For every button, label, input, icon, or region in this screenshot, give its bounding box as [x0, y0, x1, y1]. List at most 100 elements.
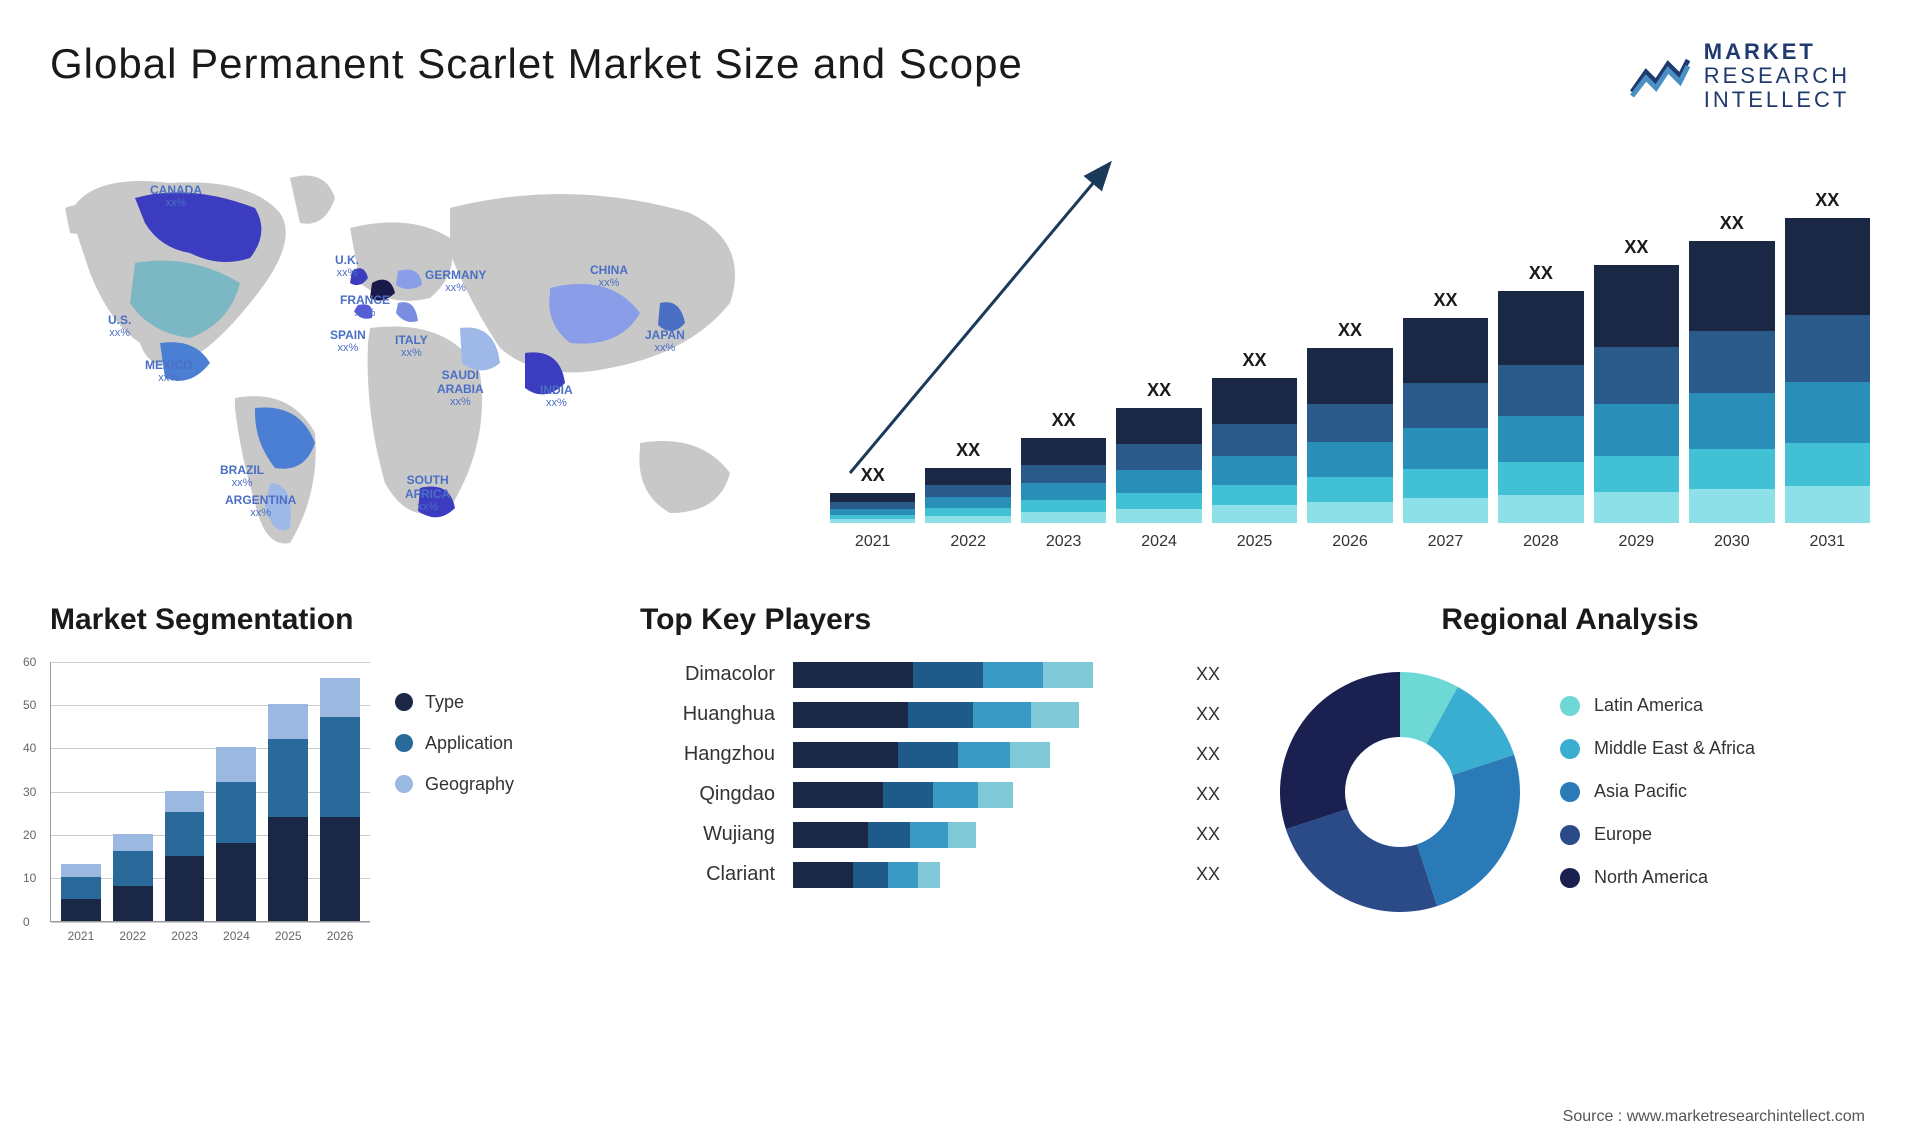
legend-label: Europe — [1594, 824, 1652, 845]
growth-value-label: XX — [1594, 237, 1679, 258]
growth-value-label: XX — [1307, 320, 1392, 341]
player-row: Qingdao XX — [640, 782, 1220, 808]
seg-x-tick: 2021 — [61, 929, 101, 943]
growth-year-label: 2030 — [1689, 533, 1774, 551]
map-label: CANADAxx% — [150, 183, 202, 211]
seg-bar: 2023 — [165, 791, 205, 921]
growth-value-label: XX — [1116, 380, 1201, 401]
top-row: CANADAxx%U.S.xx%MEXICOxx%BRAZILxx%ARGENT… — [50, 153, 1870, 553]
map-label: SAUDIARABIAxx% — [437, 368, 484, 410]
region-legend-item: Latin America — [1560, 695, 1755, 716]
seg-y-tick: 20 — [23, 828, 36, 842]
growth-bar: 2030XX — [1689, 241, 1774, 523]
growth-value-label: XX — [1785, 190, 1870, 211]
player-value: XX — [1196, 744, 1220, 765]
legend-label: North America — [1594, 867, 1708, 888]
growth-year-label: 2027 — [1403, 533, 1488, 551]
seg-bar: 2021 — [61, 864, 101, 920]
map-label: SPAINxx% — [330, 328, 366, 356]
legend-swatch — [1560, 696, 1580, 716]
seg-y-tick: 0 — [23, 915, 30, 929]
player-bar — [793, 662, 1166, 688]
player-row: HuanghuaXX — [640, 702, 1220, 728]
bottom-row: Market Segmentation 0102030405060 202120… — [50, 603, 1870, 922]
seg-bar: 2022 — [113, 834, 153, 921]
player-name: Hangzhou — [640, 743, 775, 766]
growth-year-label: 2031 — [1785, 533, 1870, 551]
growth-bar: 2028XX — [1498, 291, 1583, 523]
growth-value-label: XX — [1212, 350, 1297, 371]
growth-year-label: 2021 — [830, 533, 915, 551]
growth-year-label: 2025 — [1212, 533, 1297, 551]
legend-swatch — [1560, 825, 1580, 845]
growth-year-label: 2028 — [1498, 533, 1583, 551]
legend-label: Middle East & Africa — [1594, 738, 1755, 759]
growth-value-label: XX — [1403, 290, 1488, 311]
source-attribution: Source : www.marketresearchintellect.com — [1563, 1108, 1865, 1126]
seg-legend-item: Application — [395, 733, 514, 754]
growth-bar: 2029XX — [1594, 265, 1679, 523]
segmentation-legend: TypeApplicationGeography — [395, 662, 514, 922]
growth-year-label: 2026 — [1307, 533, 1392, 551]
region-legend-item: Middle East & Africa — [1560, 738, 1755, 759]
map-label: ITALYxx% — [395, 333, 428, 361]
player-name: Clariant — [640, 863, 775, 886]
player-name: Qingdao — [640, 783, 775, 806]
player-row: Wujiang XX — [640, 822, 1220, 848]
region-legend-item: Europe — [1560, 824, 1755, 845]
player-value: XX — [1196, 784, 1220, 805]
legend-label: Geography — [425, 774, 514, 795]
seg-y-tick: 50 — [23, 698, 36, 712]
legend-swatch — [395, 693, 413, 711]
seg-x-tick: 2026 — [320, 929, 360, 943]
key-players-panel: Top Key Players DimacolorXXHuanghuaXXHan… — [640, 603, 1220, 922]
seg-y-tick: 10 — [23, 871, 36, 885]
logo-text-1: MARKET — [1704, 40, 1850, 64]
growth-bar: 2024XX — [1116, 408, 1201, 523]
regional-panel: Regional Analysis Latin America Middle Ea… — [1270, 603, 1870, 922]
growth-bar: 2027XX — [1403, 318, 1488, 523]
map-label: CHINAxx% — [590, 263, 628, 291]
seg-y-tick: 40 — [23, 741, 36, 755]
player-bar — [793, 822, 1166, 848]
player-bar — [793, 702, 1166, 728]
legend-label: Latin America — [1594, 695, 1703, 716]
player-value: XX — [1196, 824, 1220, 845]
brand-logo: MARKET RESEARCH INTELLECT — [1628, 40, 1850, 113]
map-label: MEXICOxx% — [145, 358, 192, 386]
growth-year-label: 2024 — [1116, 533, 1201, 551]
growth-bar: 2026XX — [1307, 348, 1392, 523]
seg-bar: 2025 — [268, 704, 308, 921]
map-label: INDIAxx% — [540, 383, 573, 411]
growth-bar: 2021XX — [830, 493, 915, 523]
seg-y-tick: 30 — [23, 785, 36, 799]
regional-title: Regional Analysis — [1270, 603, 1870, 637]
region-legend-item: Asia Pacific — [1560, 781, 1755, 802]
world-map: CANADAxx%U.S.xx%MEXICOxx%BRAZILxx%ARGENT… — [50, 153, 770, 553]
region-legend-item: North America — [1560, 867, 1755, 888]
growth-year-label: 2023 — [1021, 533, 1106, 551]
map-label: BRAZILxx% — [220, 463, 264, 491]
seg-y-tick: 60 — [23, 655, 36, 669]
seg-bar: 2024 — [216, 747, 256, 920]
legend-swatch — [395, 734, 413, 752]
player-bar — [793, 782, 1166, 808]
player-row: Hangzhou XX — [640, 742, 1220, 768]
player-name: Wujiang — [640, 823, 775, 846]
regional-donut — [1270, 662, 1530, 922]
header: Global Permanent Scarlet Market Size and… — [50, 40, 1870, 113]
growth-value-label: XX — [1021, 410, 1106, 431]
player-name: Dimacolor — [640, 663, 775, 686]
growth-bar: 2025XX — [1212, 378, 1297, 523]
seg-bar: 2026 — [320, 678, 360, 921]
logo-text-2: RESEARCH — [1704, 64, 1850, 88]
logo-icon — [1628, 52, 1692, 100]
growth-chart: 2021XX2022XX2023XX2024XX2025XX2026XX2027… — [830, 153, 1870, 553]
legend-label: Asia Pacific — [1594, 781, 1687, 802]
player-row: DimacolorXX — [640, 662, 1220, 688]
regional-legend: Latin America Middle East & Africa Asia Pa… — [1560, 695, 1755, 888]
map-label: GERMANYxx% — [425, 268, 486, 296]
growth-value-label: XX — [1689, 213, 1774, 234]
map-label: JAPANxx% — [645, 328, 685, 356]
player-bar — [793, 742, 1166, 768]
